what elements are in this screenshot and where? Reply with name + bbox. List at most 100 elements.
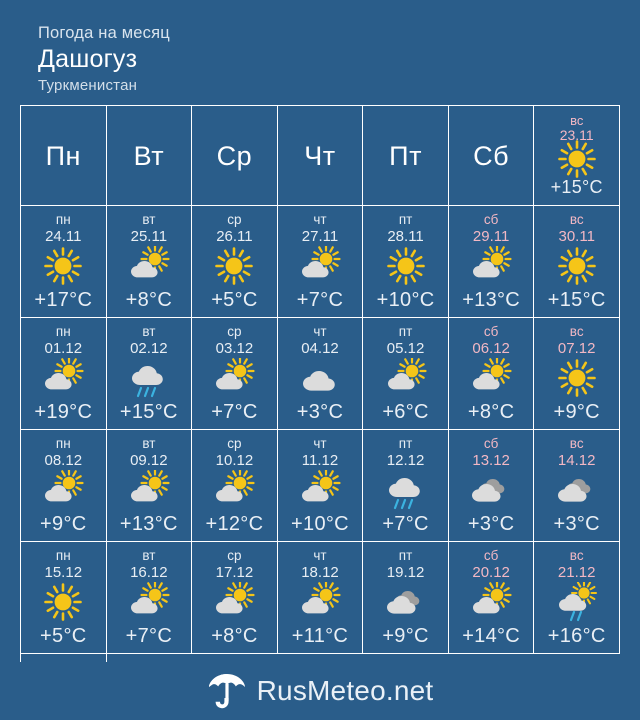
day-cell[interactable]: пн 15.12 +5°C [21, 542, 107, 654]
overcast-icon [468, 470, 514, 513]
day-cell[interactable]: пт 05.12 +6°C [363, 318, 449, 430]
sun-cloud-icon [126, 470, 172, 513]
day-cell-label: ср 10.12 [216, 436, 254, 470]
date-label: 13.12 [472, 451, 510, 469]
day-of-week-label: пн [55, 548, 71, 563]
sun-icon [383, 246, 429, 289]
date-label: 17.12 [215, 563, 254, 581]
date-label: 09.12 [130, 451, 168, 469]
day-cell-label: пн 24.11 [45, 212, 81, 246]
date-label: 07.12 [557, 339, 596, 357]
weekday-header-label: Вт [133, 140, 165, 171]
day-cell[interactable]: сб 13.12 +3°C [448, 430, 535, 542]
temperature-label: +15°C [119, 401, 178, 423]
weekday-header-label: Ср [216, 140, 253, 171]
day-of-week-label: чт [313, 548, 327, 563]
date-label: 24.11 [45, 227, 82, 245]
date-label: 26.11 [216, 227, 253, 245]
temperature-label: +10°C [376, 289, 435, 311]
day-cell[interactable]: вс 30.11 +15°C [534, 206, 620, 318]
date-label: 30.11 [558, 227, 595, 245]
date-label: 15.12 [44, 563, 83, 581]
temperature-label: +13°C [462, 289, 521, 311]
date-label: 16.12 [130, 563, 168, 581]
temperature-label: +3°C [467, 513, 515, 535]
day-cell[interactable]: сб 20.12 +14°C [448, 542, 535, 654]
rain-icon [383, 470, 429, 513]
day-cell[interactable]: чт 18.12 +11°C [277, 542, 364, 654]
day-of-week-label: пт [398, 548, 413, 563]
day-cell-label: сб 20.12 [472, 548, 510, 582]
weekday-header-label: Пт [389, 140, 422, 171]
temperature-label: +7°C [382, 513, 429, 535]
day-of-week-label: ср [227, 324, 242, 339]
day-cell[interactable]: вт 16.12 +7°C [106, 542, 193, 654]
temperature-label: +10°C [291, 513, 349, 535]
sun-cloud-icon [40, 470, 86, 513]
day-cell[interactable]: вт 02.12 +15°C [106, 318, 193, 430]
day-of-week-label: сб [483, 324, 499, 339]
day-cell-label: пн 15.12 [45, 548, 83, 582]
day-cell[interactable]: ср 03.12 +7°C [192, 318, 278, 430]
day-cell-label: ср 26.11 [216, 212, 252, 246]
temperature-label: +6°C [382, 401, 429, 423]
day-cell-label: вс 23.11 [559, 112, 594, 144]
day-cell[interactable]: вс 21.12 +16°C [534, 542, 620, 654]
sun-icon [554, 358, 600, 401]
sun-icon [554, 140, 600, 179]
day-cell[interactable]: чт 27.11 +7°C [277, 206, 364, 318]
day-cell[interactable]: пт 19.12 +9°C [363, 542, 449, 654]
day-cell[interactable]: вт 25.11 +8°C [106, 206, 193, 318]
page-title: Дашогуз [38, 45, 138, 74]
day-cell-label: пт 19.12 [387, 548, 425, 582]
day-cell[interactable]: пн 01.12 +19°C [21, 318, 107, 430]
day-cell[interactable]: пт 28.11 +10°C [363, 206, 449, 318]
day-of-week-label: вт [142, 548, 156, 563]
sun-cloud-icon [468, 246, 514, 289]
day-cell[interactable]: ср 10.12 +12°C [192, 430, 278, 542]
day-cell[interactable]: чт 04.12 +3°C [277, 318, 364, 430]
weekday-header-label: Пн [45, 140, 81, 171]
weekday-header-5: Сб [448, 106, 535, 206]
day-of-week-label: чт [313, 212, 327, 227]
date-label: 23.11 [559, 126, 594, 143]
day-cell[interactable]: чт 11.12 +10°C [277, 430, 364, 542]
day-cell[interactable]: пт 12.12 +7°C [363, 430, 449, 542]
day-cell-label: чт 18.12 [301, 548, 339, 582]
day-cell[interactable]: ср 26.11 +5°C [192, 206, 278, 318]
day-cell[interactable]: вт 09.12 +13°C [106, 430, 193, 542]
day-cell-label: пт 12.12 [387, 436, 425, 470]
date-label: 08.12 [44, 451, 83, 469]
day-of-week-label: пт [398, 324, 413, 339]
cloud-icon [297, 358, 343, 401]
date-label: 28.11 [387, 227, 424, 245]
day-cell[interactable]: вс 07.12 +9°C [534, 318, 620, 430]
day-of-week-label: вс [570, 112, 584, 128]
day-cell[interactable]: пн 08.12 +9°C [21, 430, 107, 542]
date-label: 19.12 [386, 563, 425, 581]
overcast-icon [383, 582, 429, 625]
day-cell[interactable]: сб 29.11 +13°C [448, 206, 535, 318]
day-cell-label: вс 14.12 [558, 436, 596, 470]
day-cell[interactable]: сб 06.12 +8°C [448, 318, 535, 430]
temperature-label: +17°C [34, 289, 93, 311]
day-cell-label: сб 13.12 [472, 436, 510, 470]
day-cell[interactable]: пн 24.11 +17°C [21, 206, 107, 318]
temperature-label: +8°C [125, 289, 173, 311]
temperature-label: +3°C [553, 513, 600, 535]
temperature-label: +19°C [34, 401, 93, 423]
temperature-label: +13°C [119, 513, 178, 535]
day-of-week-label: ср [227, 436, 242, 451]
date-label: 06.12 [472, 339, 510, 357]
day-cell[interactable]: вс 23.11 +15°C [534, 106, 620, 206]
sun-icon [211, 246, 257, 289]
date-label: 10.12 [215, 451, 254, 469]
day-cell[interactable]: ср 17.12 +8°C [192, 542, 278, 654]
day-cell-label: пн 01.12 [45, 324, 83, 358]
sun-cloud-rain-icon [554, 582, 600, 625]
day-cell[interactable]: вс 14.12 +3°C [534, 430, 620, 542]
day-cell-label: чт 11.12 [302, 436, 338, 470]
day-cell-label: ср 03.12 [216, 324, 254, 358]
day-cell-label: вт 09.12 [130, 436, 168, 470]
sun-cloud-icon [468, 582, 514, 625]
